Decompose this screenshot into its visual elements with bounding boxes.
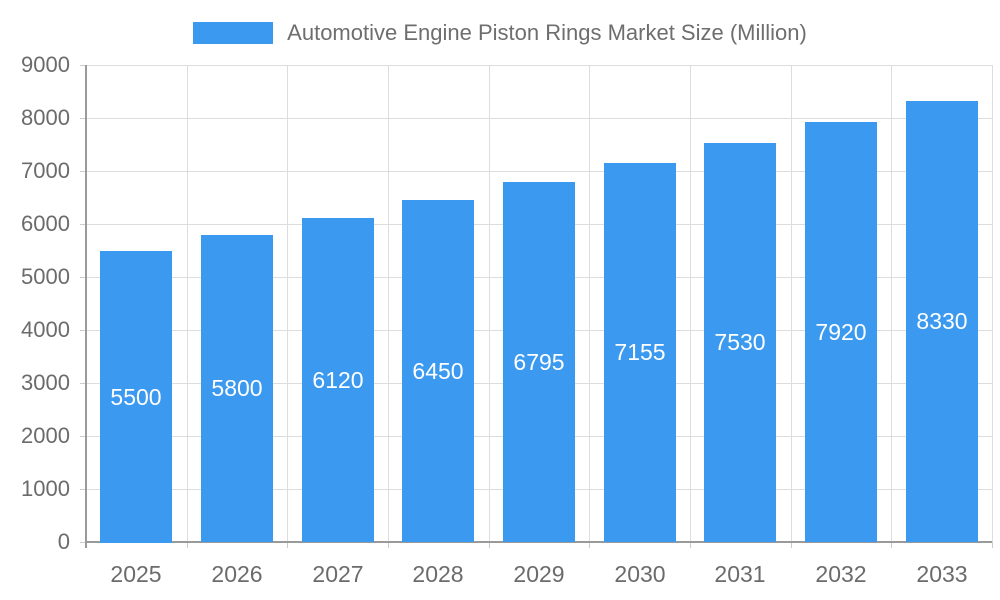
y-axis-tick: [80, 489, 86, 490]
x-tick-label: 2031: [714, 561, 766, 587]
bar-value-label: 7155: [614, 339, 666, 365]
v-gridline: [791, 65, 792, 542]
y-axis-tick: [80, 436, 86, 437]
y-tick-label: 3000: [21, 370, 70, 395]
y-tick-label: 2000: [21, 423, 70, 448]
y-tick-label: 5000: [21, 264, 70, 289]
v-gridline: [388, 65, 389, 542]
legend-swatch-icon: [193, 22, 274, 44]
bar-value-label: 7920: [815, 318, 867, 345]
x-axis-tick: [891, 542, 892, 548]
x-tick-label: 2027: [312, 561, 364, 587]
x-axis-tick: [187, 542, 188, 548]
bar[interactable]: 7530: [704, 143, 776, 542]
x-tick-label: 2025: [110, 561, 162, 587]
bar[interactable]: 7920: [805, 122, 877, 542]
bar[interactable]: 6120: [302, 218, 374, 542]
x-tick-label: 2029: [513, 561, 565, 587]
bar-value-label: 8330: [916, 308, 968, 334]
bar-value-label: 6120: [312, 366, 364, 393]
y-tick-label: 7000: [21, 158, 70, 183]
v-gridline: [287, 65, 288, 542]
h-gridline: [86, 118, 992, 119]
y-tick-label: 8000: [21, 105, 70, 130]
y-axis-tick: [80, 542, 86, 543]
y-axis-tick: [80, 65, 86, 66]
legend-label: Automotive Engine Piston Rings Market Si…: [287, 20, 807, 45]
bar-value-label: 6450: [412, 357, 464, 384]
legend: Automotive Engine Piston Rings Market Si…: [0, 20, 1000, 46]
x-tick-label: 2030: [614, 561, 666, 587]
v-gridline: [992, 65, 993, 542]
v-gridline: [187, 65, 188, 542]
y-axis-tick: [80, 171, 86, 172]
x-axis-line: [86, 541, 992, 543]
bar[interactable]: 6795: [503, 182, 575, 542]
bar[interactable]: 7155: [604, 163, 676, 542]
y-tick-label: 1000: [21, 476, 70, 501]
y-axis-line: [85, 65, 87, 548]
bar-value-label: 7530: [714, 329, 766, 355]
y-tick-label: 6000: [21, 211, 70, 236]
x-axis-tick: [690, 542, 691, 548]
x-axis-tick: [287, 542, 288, 548]
x-tick-label: 2028: [412, 561, 464, 587]
h-gridline: [86, 65, 992, 66]
bar[interactable]: 8330: [906, 101, 978, 542]
y-axis-tick: [80, 277, 86, 278]
y-tick-label: 9000: [21, 52, 70, 77]
x-axis-tick: [791, 542, 792, 548]
y-tick-label: 4000: [21, 317, 70, 342]
x-tick-label: 2032: [815, 561, 867, 587]
v-gridline: [589, 65, 590, 542]
x-axis-tick: [388, 542, 389, 548]
y-axis-tick: [80, 330, 86, 331]
x-tick-label: 2033: [916, 561, 968, 587]
legend-item[interactable]: Automotive Engine Piston Rings Market Si…: [193, 20, 807, 46]
bar[interactable]: 6450: [402, 200, 474, 542]
bar[interactable]: 5500: [100, 251, 172, 543]
bar-value-label: 5800: [211, 375, 263, 401]
y-axis-tick: [80, 118, 86, 119]
x-axis-tick: [589, 542, 590, 548]
y-axis-tick: [80, 224, 86, 225]
bar[interactable]: 5800: [201, 235, 273, 542]
bar-value-label: 6795: [513, 348, 565, 375]
v-gridline: [891, 65, 892, 542]
v-gridline: [690, 65, 691, 542]
y-axis-tick: [80, 383, 86, 384]
y-tick-label: 0: [57, 529, 70, 554]
x-axis-tick: [992, 542, 993, 548]
x-axis-tick: [489, 542, 490, 548]
x-tick-label: 2026: [211, 561, 263, 587]
bar-value-label: 5500: [110, 383, 162, 410]
h-gridline: [86, 171, 992, 172]
v-gridline: [489, 65, 490, 542]
